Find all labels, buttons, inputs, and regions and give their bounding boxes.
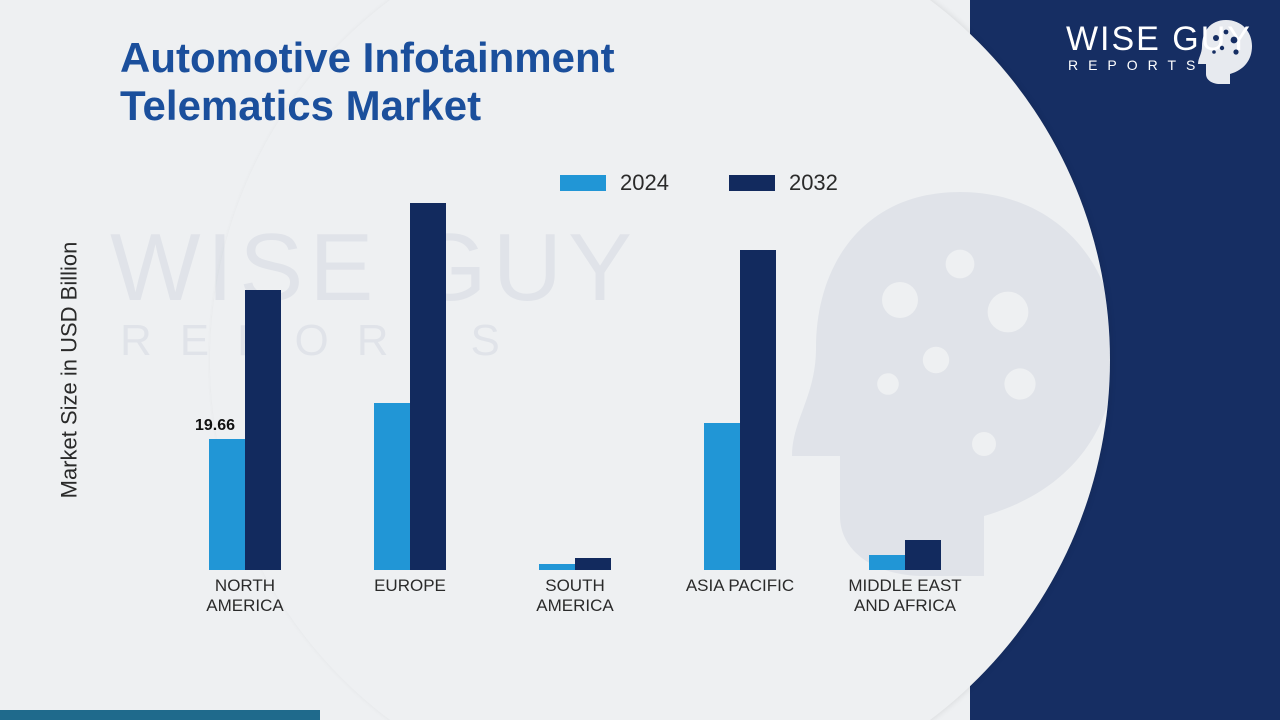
data-label: 19.66 — [195, 417, 235, 435]
y-axis-label: Market Size in USD Billion — [55, 170, 83, 570]
category-label: MIDDLE EAST AND AFRICA — [835, 570, 975, 615]
bar — [374, 403, 410, 570]
bar — [905, 540, 941, 570]
bar — [704, 423, 740, 570]
brand-head-icon — [1196, 18, 1256, 88]
bar-group: MIDDLE EAST AND AFRICA — [845, 540, 965, 570]
category-label: ASIA PACIFIC — [670, 570, 810, 596]
bar — [740, 250, 776, 570]
bar-group: ASIA PACIFIC — [680, 250, 800, 570]
bar — [575, 558, 611, 570]
category-label: SOUTH AMERICA — [505, 570, 645, 615]
brand-logo: WISE GUY REPORTS — [1066, 22, 1252, 76]
stage: WISE GUY REPORTS WISE GUY REPORTS Automo… — [0, 0, 1280, 720]
category-label: NORTH AMERICA — [175, 570, 315, 615]
bar-group: SOUTH AMERICA — [515, 558, 635, 570]
footer-accent-bar — [0, 710, 320, 720]
bar — [410, 203, 446, 570]
bar — [245, 290, 281, 570]
bar — [869, 555, 905, 570]
plot-area: NORTH AMERICAEUROPESOUTH AMERICAASIA PAC… — [125, 170, 935, 570]
bar-chart: Market Size in USD Billion NORTH AMERICA… — [55, 170, 935, 670]
page-title: Automotive Infotainment Telematics Marke… — [120, 34, 760, 131]
bar-group: EUROPE — [350, 203, 470, 570]
category-label: EUROPE — [340, 570, 480, 596]
bar — [209, 439, 245, 570]
